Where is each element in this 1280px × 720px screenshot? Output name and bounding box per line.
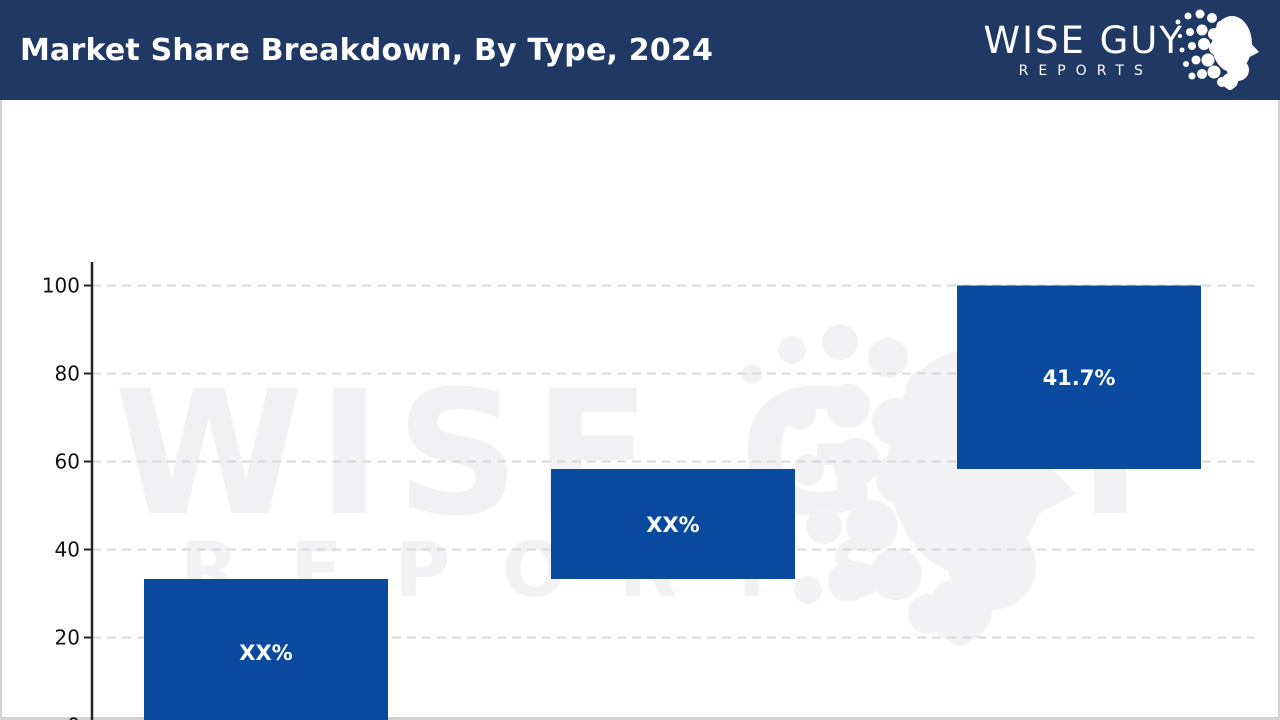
logo-subtext: REPORTS [1018, 63, 1153, 79]
bar-value-label: XX% [646, 513, 699, 537]
logo-wordmark: WISE GUY [983, 19, 1184, 62]
y-tick-label: 100 [42, 274, 80, 298]
bar-value-label: XX% [239, 641, 292, 665]
y-tick-label: 0 [67, 714, 80, 720]
bar-segment [551, 468, 795, 579]
bar-segment [957, 285, 1201, 469]
y-tick-label: 40 [55, 538, 80, 562]
header-bar: Market Share Breakdown, By Type, 2024 WI… [0, 0, 1280, 100]
wiseguy-logo: WISE GUY REPORTS [984, 8, 1260, 92]
chart-title: Market Share Breakdown, By Type, 2024 [20, 32, 714, 68]
waterfall-chart: 020406080100XX%Internal TunerXX%External… [42, 262, 1255, 720]
chart-card: WISE GUY REPORTS 020406080100XX%Internal… [0, 100, 1280, 720]
y-tick-label: 80 [55, 362, 80, 386]
logo-face-icon [1175, 9, 1259, 90]
y-tick-label: 60 [55, 450, 80, 474]
bar-segment [144, 578, 388, 720]
bar-value-label: 41.7% [1043, 366, 1116, 390]
y-tick-label: 20 [55, 626, 80, 650]
